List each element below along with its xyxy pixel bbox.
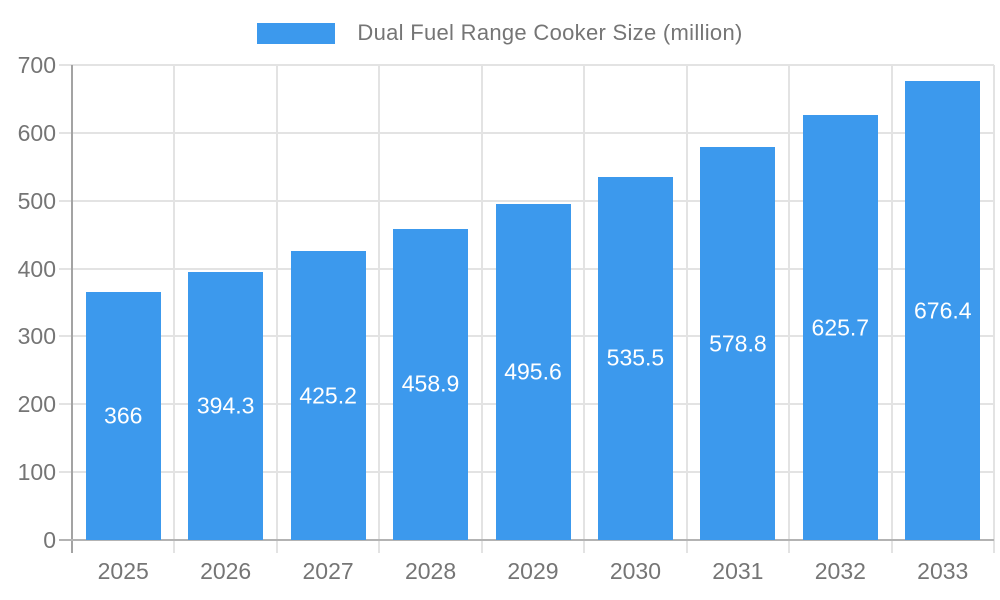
x-axis-baseline bbox=[59, 539, 994, 541]
x-axis-tick-label: 2030 bbox=[609, 558, 662, 584]
bar-2026 bbox=[188, 272, 264, 540]
bar-2033 bbox=[905, 81, 981, 540]
v-gridline bbox=[890, 65, 893, 553]
bar-value-label: 425.2 bbox=[299, 382, 357, 409]
y-axis-tick-label: 400 bbox=[17, 255, 56, 282]
v-gridline bbox=[583, 65, 586, 553]
y-axis-tick-label: 600 bbox=[17, 119, 56, 146]
v-gridline bbox=[480, 65, 483, 553]
legend: Dual Fuel Range Cooker Size (million) bbox=[0, 14, 1000, 52]
y-axis-tick-label: 0 bbox=[43, 527, 56, 553]
bar-2029 bbox=[495, 203, 571, 540]
h-gridline-500 bbox=[59, 199, 994, 202]
y-axis-tick-label: 700 bbox=[17, 52, 56, 78]
v-gridline bbox=[685, 65, 688, 553]
x-axis-tick-label: 2027 bbox=[302, 558, 354, 584]
x-axis-tick-label: 2032 bbox=[814, 558, 866, 584]
x-axis-tick-label: 2029 bbox=[507, 558, 559, 584]
x-axis-tick-label: 2031 bbox=[712, 558, 764, 584]
y-axis-tick-label: 100 bbox=[17, 459, 56, 486]
bar-value-label: 495.6 bbox=[504, 358, 562, 385]
bar-2030 bbox=[597, 176, 673, 540]
y-axis-tick-label: 300 bbox=[17, 323, 56, 350]
bar-value-label: 458.9 bbox=[401, 370, 460, 397]
y-axis-tick-label: 500 bbox=[17, 187, 56, 214]
v-gridline bbox=[275, 65, 278, 553]
plot-area: 366 394.3 425.2 458.9 495.6 535.5 578.8 625.7 67… bbox=[59, 64, 995, 553]
x-axis-tick-label: 2026 bbox=[200, 558, 252, 584]
bar-value-label: 366 bbox=[104, 402, 143, 429]
x-axis-tick-label: 2033 bbox=[917, 558, 969, 584]
bar-value-label: 535.5 bbox=[606, 344, 665, 371]
h-gridline-700 bbox=[59, 64, 994, 66]
bar-value-label: 625.7 bbox=[811, 314, 870, 341]
legend-swatch bbox=[257, 22, 336, 44]
v-gridline bbox=[788, 65, 791, 553]
h-gridline-600 bbox=[59, 131, 994, 134]
bar-2025 bbox=[85, 291, 161, 540]
x-axis-tick-label: 2025 bbox=[97, 558, 149, 584]
x-axis-tick-label: 2028 bbox=[404, 558, 457, 584]
v-gridline bbox=[173, 65, 176, 553]
v-gridline bbox=[993, 65, 995, 553]
bar-value-label: 394.3 bbox=[196, 392, 255, 419]
bar-value-label: 676.4 bbox=[913, 297, 972, 323]
bar-2031 bbox=[700, 147, 776, 540]
bar-2028 bbox=[393, 228, 469, 540]
y-axis-line bbox=[71, 65, 73, 553]
bar-2032 bbox=[802, 115, 878, 540]
y-axis-tick-label: 200 bbox=[17, 391, 56, 418]
bar-2027 bbox=[290, 251, 366, 540]
v-gridline bbox=[378, 65, 381, 553]
legend-label: Dual Fuel Range Cooker Size (million) bbox=[357, 20, 743, 45]
bar-value-label: 578.8 bbox=[709, 330, 767, 357]
